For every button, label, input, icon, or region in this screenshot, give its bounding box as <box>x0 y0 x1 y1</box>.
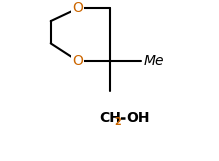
Text: O: O <box>72 54 83 68</box>
Text: 2: 2 <box>114 117 121 127</box>
Text: CH: CH <box>99 111 121 125</box>
Text: Me: Me <box>144 54 164 68</box>
Text: O: O <box>72 1 83 15</box>
Text: OH: OH <box>126 111 150 125</box>
